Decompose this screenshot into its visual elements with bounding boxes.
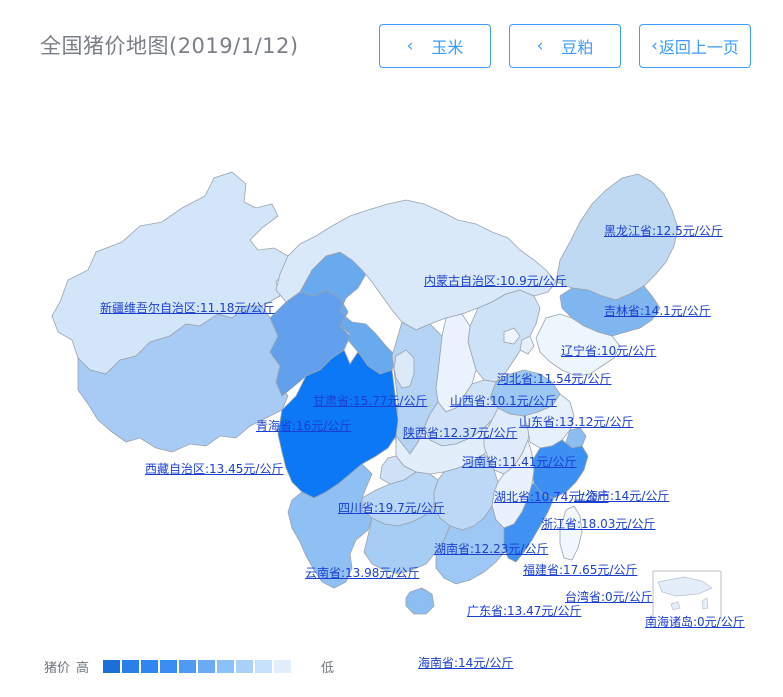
region-label-sichuan[interactable]: 四川省:19.7元/公斤 (338, 501, 445, 515)
region-label-heilongjiang[interactable]: 黑龙江省:12.5元/公斤 (604, 224, 723, 238)
soybean-meal-nav-label: 豆粕 (561, 38, 594, 57)
region-label-shandong[interactable]: 山东省:13.12元/公斤 (519, 415, 634, 429)
back-nav-label: 返回上一页 (658, 38, 739, 57)
south-china-sea-island-1 (670, 601, 681, 611)
legend-swatch-5 (198, 660, 216, 673)
region-label-yunnan[interactable]: 云南省:13.98元/公斤 (305, 566, 420, 580)
region-label-hainan[interactable]: 海南省:14元/公斤 (418, 656, 514, 670)
region-fujian[interactable] (503, 483, 555, 563)
legend-high-label: 高 (76, 661, 90, 676)
china-map-svg (51, 171, 722, 619)
legend-swatch-4 (179, 660, 197, 673)
region-ningxia[interactable] (393, 349, 415, 389)
region-label-south-china-sea[interactable]: 南海诸岛:0元/公斤 (645, 615, 745, 629)
region-label-shanghai[interactable]: 上海市:14元/公斤 (574, 489, 670, 503)
legend-color-scale (103, 660, 293, 673)
region-label-tibet[interactable]: 西藏自治区:13.45元/公斤 (145, 462, 284, 476)
corn-nav-button[interactable]: ‹ 玉米 (379, 24, 491, 68)
region-label-hubei[interactable]: 湖北省:10.74元/公斤 (494, 490, 609, 504)
china-choropleth-map[interactable]: 黑龙江省:12.5元/公斤 吉林省:14.1元/公斤 辽宁省:10元/公斤 内蒙… (0, 74, 783, 670)
back-nav-button[interactable]: ‹ 返回上一页 (639, 24, 751, 68)
south-china-sea-inset-coastline (657, 576, 713, 597)
corn-nav-label: 玉米 (431, 38, 464, 57)
region-sichuan[interactable] (277, 349, 399, 499)
region-label-zhejiang[interactable]: 浙江省:18.03元/公斤 (541, 517, 656, 531)
chevron-left-icon: ‹ (406, 35, 414, 56)
region-label-taiwan[interactable]: 台湾省:0元/公斤 (565, 590, 653, 604)
region-label-xinjiang[interactable]: 新疆维吾尔自治区:11.18元/公斤 (100, 301, 275, 315)
legend-swatch-0 (103, 660, 121, 673)
legend-swatch-2 (141, 660, 159, 673)
region-label-guangdong[interactable]: 广东省:13.47元/公斤 (467, 604, 582, 618)
region-label-shanxi[interactable]: 山西省:10.1元/公斤 (450, 394, 557, 408)
chevron-left-icon: ‹ (536, 35, 544, 56)
region-label-jilin[interactable]: 吉林省:14.1元/公斤 (604, 304, 711, 318)
header: 全国猪价地图(2019/1/12) ‹ 玉米 ‹ 豆粕 ‹ 返回上一页 (0, 0, 783, 88)
region-yunnan[interactable] (287, 463, 373, 589)
region-chongqing[interactable] (379, 455, 417, 485)
region-label-liaoning[interactable]: 辽宁省:10元/公斤 (561, 344, 657, 358)
region-label-hunan[interactable]: 湖南省:12.23元/公斤 (434, 542, 549, 556)
soybean-meal-nav-button[interactable]: ‹ 豆粕 (509, 24, 621, 68)
south-china-sea-island-2 (701, 597, 709, 610)
region-label-henan[interactable]: 河南省:11.41元/公斤 (462, 455, 577, 469)
region-liaoning[interactable] (535, 313, 621, 377)
region-label-hebei[interactable]: 河北省:11.54元/公斤 (497, 372, 612, 386)
legend-swatch-9 (274, 660, 292, 673)
region-tianjin[interactable] (519, 335, 535, 355)
south-china-sea-inset-box (652, 570, 722, 619)
region-jilin[interactable] (559, 285, 661, 337)
legend-swatch-8 (255, 660, 273, 673)
legend-title: 猪价 (44, 661, 71, 676)
legend-low-label: 低 (321, 661, 335, 676)
region-label-qinghai[interactable]: 青海省:16元/公斤 (256, 419, 352, 433)
legend-swatch-7 (236, 660, 254, 673)
legend-swatch-6 (217, 660, 235, 673)
page-title: 全国猪价地图(2019/1/12) (40, 34, 299, 58)
legend-swatch-1 (122, 660, 140, 673)
region-label-shaanxi[interactable]: 陕西省:12.37元/公斤 (403, 426, 518, 440)
region-label-inner-mongolia[interactable]: 内蒙古自治区:10.9元/公斤 (424, 274, 567, 288)
legend: 猪价 高 低 (44, 657, 334, 676)
region-taiwan[interactable] (559, 505, 583, 561)
region-guangdong[interactable] (435, 505, 513, 585)
chevron-left-icon: ‹ (651, 35, 658, 56)
region-label-gansu[interactable]: 甘肃省:15.77元/公斤 (313, 394, 428, 408)
region-beijing[interactable] (503, 327, 521, 345)
region-hainan[interactable] (405, 587, 435, 615)
legend-swatch-3 (160, 660, 178, 673)
region-label-fujian[interactable]: 福建省:17.65元/公斤 (523, 563, 638, 577)
